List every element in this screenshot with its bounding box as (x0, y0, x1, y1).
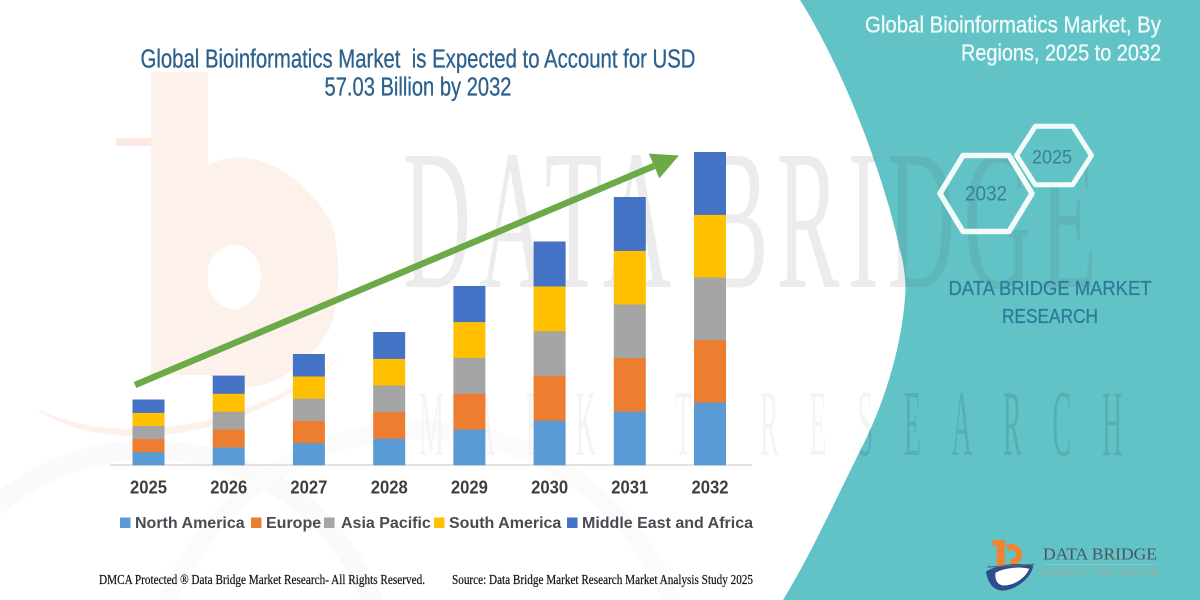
svg-text:2029: 2029 (451, 477, 488, 498)
svg-text:2032: 2032 (692, 477, 729, 498)
svg-text:M A R K E T R E S E A R C H: M A R K E T R E S E A R C H (1042, 569, 1158, 578)
svg-text:Global Bioinformatics Market: Global Bioinformatics Market is Expected… (141, 46, 696, 74)
svg-text:2031: 2031 (611, 477, 648, 498)
svg-text:Middle East and Africa: Middle East and Africa (582, 515, 753, 532)
svg-text:Global Bioinformatics Market,: Global Bioinformatics Market, By (865, 12, 1161, 38)
svg-text:Regions, 2025 to 2032: Regions, 2025 to 2032 (961, 40, 1161, 66)
svg-text:2027: 2027 (290, 477, 327, 498)
svg-text:Asia Pacific: Asia Pacific (341, 515, 431, 532)
svg-text:DMCA Protected ® Data Bridge M: DMCA Protected ® Data Bridge Market Rese… (99, 572, 425, 587)
svg-text:Europe: Europe (266, 515, 321, 532)
svg-text:Source: Data Bridge Market Res: Source: Data Bridge Market Research Mark… (452, 572, 753, 587)
svg-text:2032: 2032 (965, 182, 1007, 206)
svg-text:2025: 2025 (1032, 148, 1072, 169)
svg-text:South America: South America (449, 515, 561, 532)
svg-text:DATA BRIDGE: DATA BRIDGE (1043, 545, 1157, 564)
svg-text:2030: 2030 (531, 477, 568, 498)
svg-text:2026: 2026 (210, 477, 247, 498)
svg-text:57.03 Billion by 2032: 57.03 Billion by 2032 (325, 74, 512, 102)
svg-text:DATA BRIDGE MARKET: DATA BRIDGE MARKET (949, 277, 1152, 300)
svg-text:North America: North America (135, 515, 245, 532)
svg-text:2025: 2025 (130, 477, 167, 498)
svg-text:RESEARCH: RESEARCH (1002, 305, 1098, 328)
svg-text:2028: 2028 (371, 477, 408, 498)
